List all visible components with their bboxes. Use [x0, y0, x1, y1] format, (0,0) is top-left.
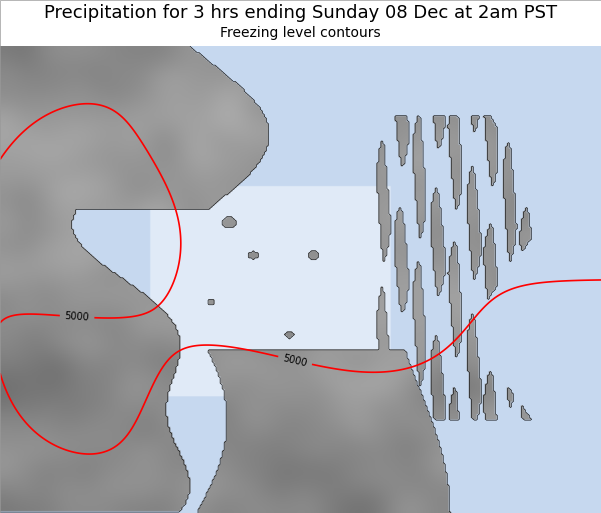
Text: 5000: 5000 [64, 311, 90, 323]
Text: 5000: 5000 [282, 353, 308, 368]
Text: Freezing level contours: Freezing level contours [220, 26, 381, 40]
Text: Precipitation for 3 hrs ending Sunday 08 Dec at 2am PST: Precipitation for 3 hrs ending Sunday 08… [44, 4, 557, 22]
